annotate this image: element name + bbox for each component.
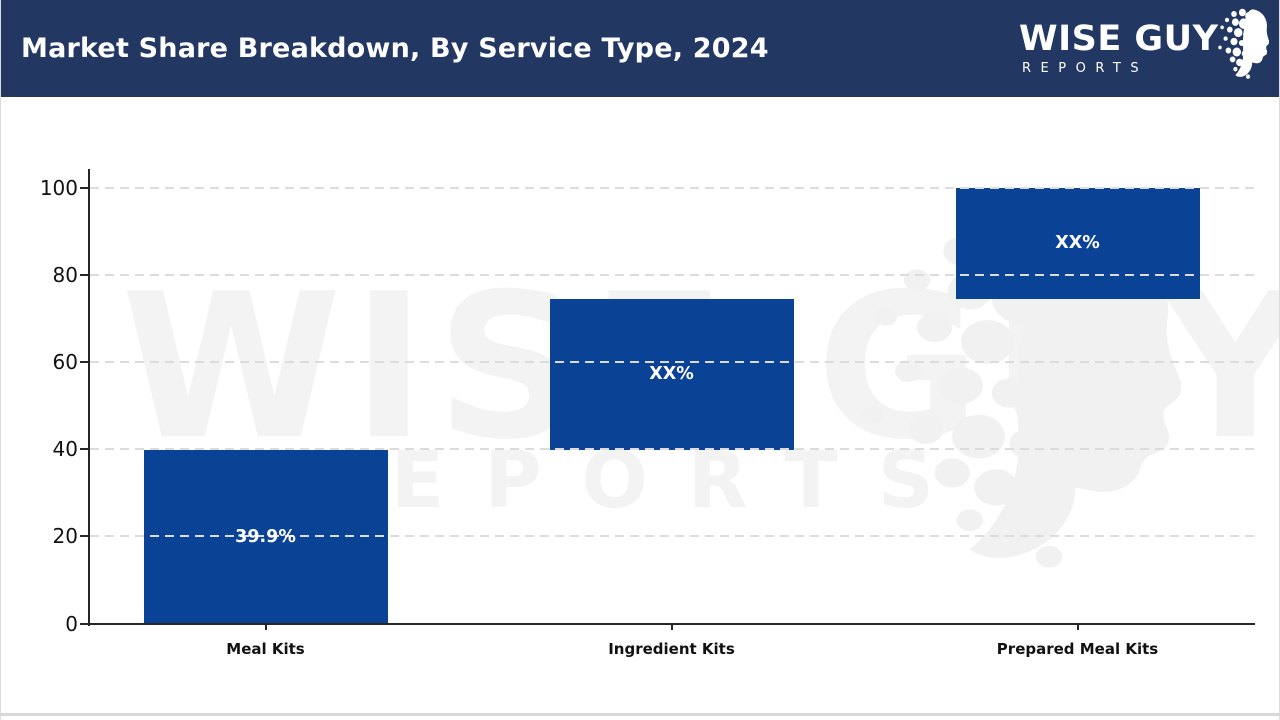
- page-title: Market Share Breakdown, By Service Type,…: [21, 33, 769, 64]
- watermark-reports-text: REPORTS: [291, 436, 974, 526]
- gridline-80: [90, 273, 1255, 276]
- y-tick-label-80: 80: [52, 262, 78, 287]
- brand-name: WISE GUY: [1019, 19, 1219, 59]
- page-bottom-divider: [1, 713, 1279, 716]
- gridline-20: [90, 535, 1255, 538]
- bar-value-label-meal-kits: 39.9%: [235, 526, 296, 547]
- face-logo-icon: [1218, 8, 1269, 79]
- x-tick-mark-prepared-meal-kits: [1076, 624, 1079, 630]
- gridline-100: [90, 186, 1255, 189]
- y-tick-mark-20: [80, 535, 88, 538]
- bar-ingredient-kits: [549, 299, 794, 450]
- y-axis-line: [88, 169, 90, 626]
- gridline-40: [90, 448, 1255, 451]
- bar-prepared-meal-kits: [955, 187, 1200, 300]
- y-tick-mark-0: [80, 622, 88, 625]
- x-category-label-meal-kits: Meal Kits: [226, 639, 305, 658]
- y-tick-label-0: 0: [65, 611, 78, 636]
- y-tick-mark-80: [80, 273, 88, 276]
- bar-value-label-ingredient-kits: XX%: [649, 364, 694, 385]
- x-tick-mark-meal-kits: [264, 624, 267, 630]
- y-tick-label-40: 40: [52, 437, 78, 462]
- brand-logo-text: WISE GUY REPORTS: [1019, 19, 1219, 77]
- x-axis-line: [88, 623, 1255, 625]
- x-category-label-prepared-meal-kits: Prepared Meal Kits: [996, 639, 1159, 658]
- x-category-label-ingredient-kits: Ingredient Kits: [608, 639, 735, 658]
- brand-logo: WISE GUY REPORTS: [1019, 8, 1269, 92]
- y-tick-label-100: 100: [39, 175, 78, 200]
- bar-value-label-prepared-meal-kits: XX%: [1055, 233, 1100, 254]
- y-tick-mark-60: [80, 360, 88, 363]
- brand-subtitle: REPORTS: [1022, 61, 1149, 76]
- y-tick-label-20: 20: [52, 524, 78, 549]
- gridline-60: [90, 360, 1255, 363]
- y-tick-mark-40: [80, 448, 88, 451]
- y-tick-label-60: 60: [52, 349, 78, 374]
- y-tick-mark-100: [80, 186, 88, 189]
- header-bar: Market Share Breakdown, By Service Type,…: [1, 0, 1279, 97]
- x-tick-mark-ingredient-kits: [670, 624, 673, 630]
